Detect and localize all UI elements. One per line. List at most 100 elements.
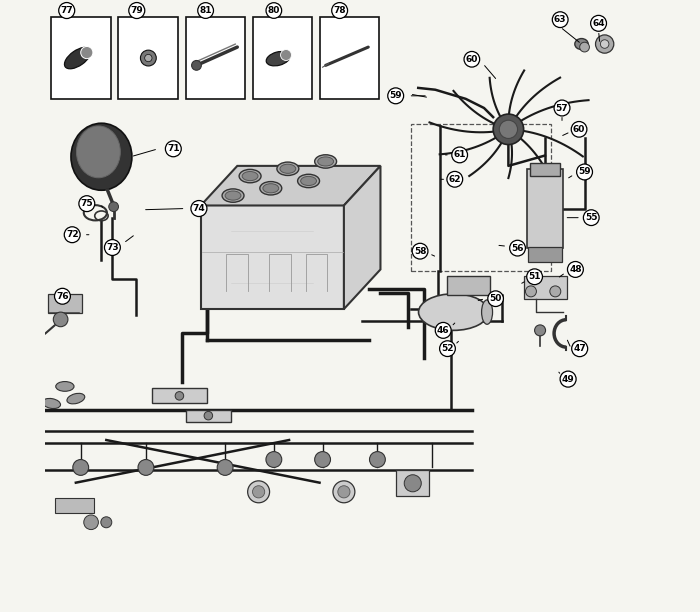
Ellipse shape [242,171,258,181]
Text: 58: 58 [414,247,426,256]
Bar [48,294,82,313]
Bar [395,471,429,496]
Circle shape [601,40,609,48]
Ellipse shape [266,51,290,66]
Circle shape [333,481,355,503]
Text: 71: 71 [167,144,180,154]
Ellipse shape [280,164,296,173]
Text: 48: 48 [569,265,582,274]
Ellipse shape [315,155,337,168]
Circle shape [141,50,156,66]
Ellipse shape [318,157,334,166]
Bar [118,17,178,99]
Text: 78: 78 [333,6,346,15]
Circle shape [217,460,233,476]
Bar [186,17,245,99]
Text: 61: 61 [454,151,466,159]
Circle shape [370,452,385,468]
Circle shape [80,47,93,59]
Text: 46: 46 [437,326,449,335]
Circle shape [580,42,589,52]
Circle shape [550,286,561,297]
Text: 72: 72 [66,230,78,239]
Text: 51: 51 [528,272,541,282]
Bar [186,409,231,422]
Ellipse shape [277,162,299,176]
Circle shape [84,515,99,529]
Text: 55: 55 [585,213,598,222]
Text: 60: 60 [573,125,585,134]
Bar [528,247,562,261]
Text: 52: 52 [441,344,454,353]
Bar [55,498,94,513]
Text: 59: 59 [389,91,402,100]
Circle shape [53,312,68,327]
Circle shape [108,202,118,212]
Bar [447,275,490,295]
Circle shape [494,114,524,144]
Circle shape [248,481,270,503]
Circle shape [315,452,330,468]
Ellipse shape [298,174,319,188]
Circle shape [101,517,112,528]
Circle shape [499,120,517,138]
Circle shape [138,460,154,476]
Ellipse shape [225,191,241,200]
Text: 81: 81 [199,6,212,15]
Bar [319,17,379,99]
Ellipse shape [260,182,282,195]
Circle shape [253,486,265,498]
Ellipse shape [71,123,132,190]
Circle shape [145,54,152,62]
Circle shape [281,50,291,61]
Ellipse shape [64,47,91,69]
Polygon shape [344,166,381,309]
Circle shape [175,392,183,400]
Bar [530,163,560,176]
Text: 62: 62 [449,175,461,184]
Circle shape [204,411,213,420]
Ellipse shape [222,189,244,203]
Ellipse shape [575,39,588,50]
Text: 59: 59 [578,168,591,176]
Ellipse shape [67,394,85,404]
Ellipse shape [43,398,60,409]
Text: 49: 49 [561,375,575,384]
Text: 57: 57 [556,103,568,113]
Bar [526,169,564,248]
Circle shape [596,35,614,53]
Polygon shape [201,166,381,206]
Polygon shape [201,206,344,309]
Text: 73: 73 [106,243,119,252]
Text: 75: 75 [80,199,93,208]
Bar [253,17,312,99]
Ellipse shape [301,176,316,185]
Circle shape [266,452,282,468]
Text: 79: 79 [130,6,143,15]
Text: 77: 77 [60,6,73,15]
Text: 64: 64 [592,19,605,28]
Text: 50: 50 [489,294,502,303]
Text: 76: 76 [56,292,69,300]
Ellipse shape [263,184,279,193]
Text: 74: 74 [193,204,205,213]
Circle shape [526,286,536,297]
Text: 56: 56 [511,244,524,253]
Ellipse shape [419,294,489,330]
Ellipse shape [56,381,74,391]
Text: 80: 80 [267,6,280,15]
Text: 60: 60 [466,54,478,64]
Bar [524,275,568,299]
Circle shape [535,325,545,336]
Text: 47: 47 [573,344,586,353]
Bar [411,124,551,271]
Text: 63: 63 [554,15,566,24]
Bar [152,388,206,403]
Circle shape [73,460,89,476]
Circle shape [338,486,350,498]
Circle shape [404,475,421,492]
Bar [52,17,111,99]
Ellipse shape [239,170,261,183]
Circle shape [192,61,202,70]
Ellipse shape [76,126,120,177]
